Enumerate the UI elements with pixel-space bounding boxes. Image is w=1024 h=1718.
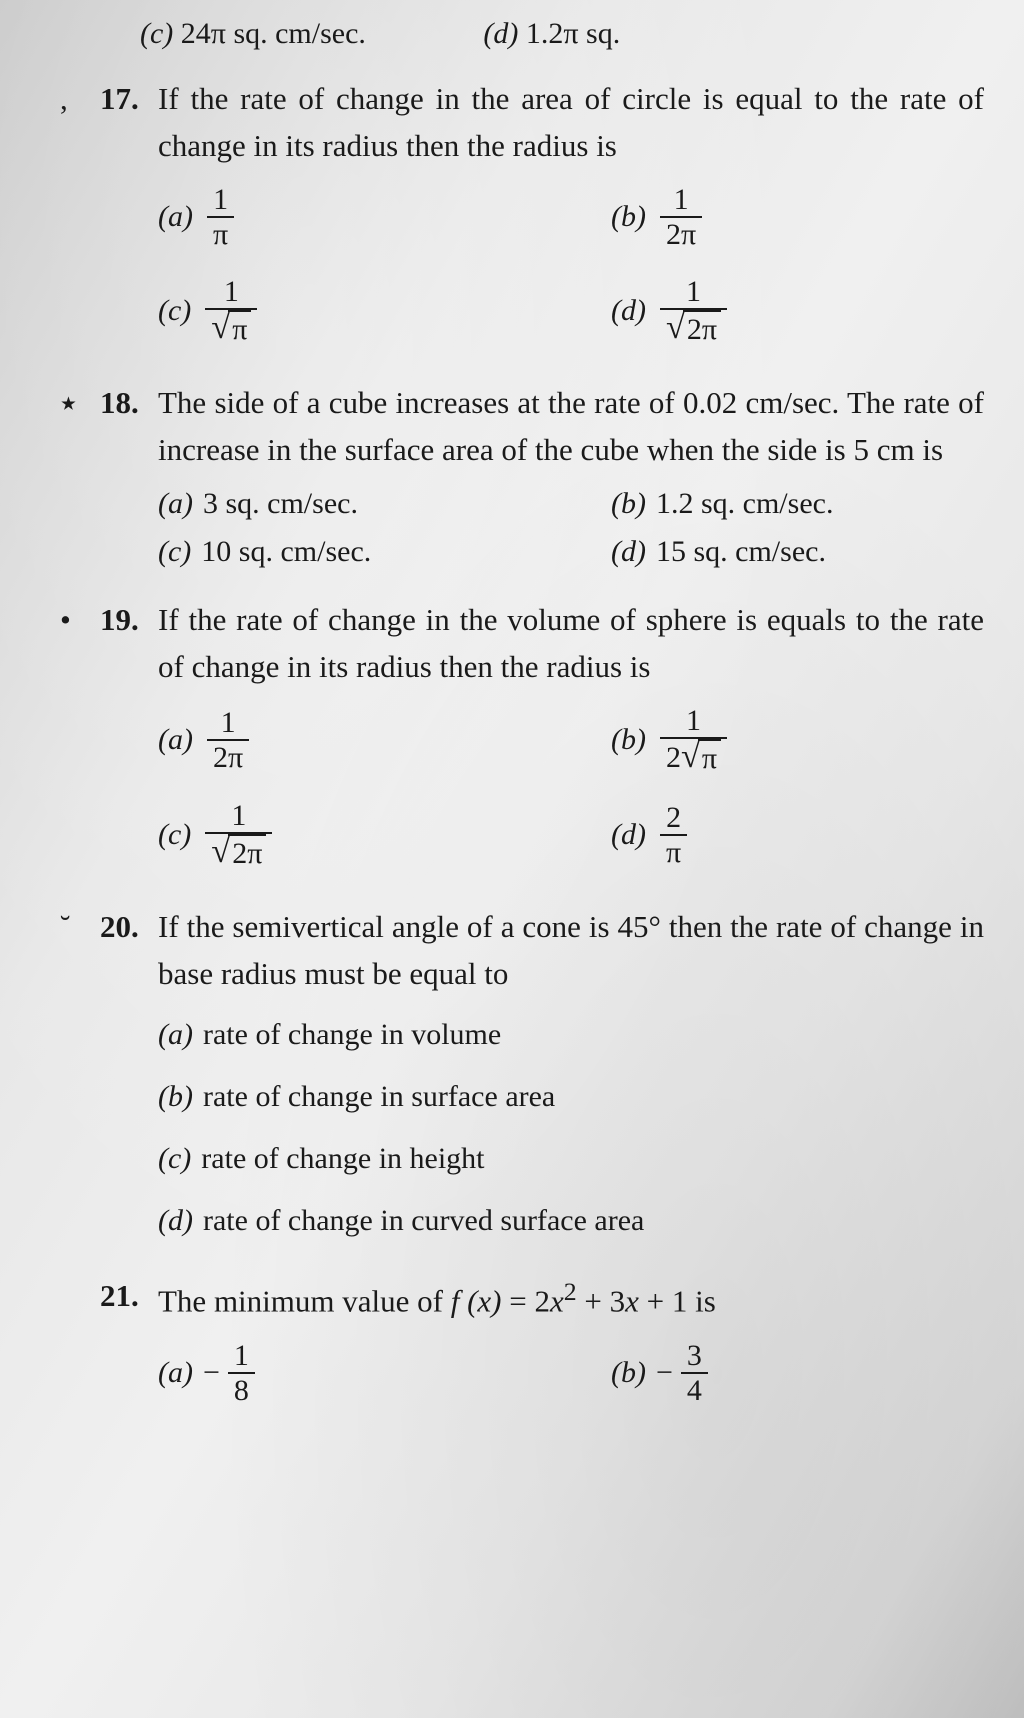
q20-opt-a: (a) rate of change in volume [158, 1011, 984, 1059]
fraction-icon: 1 2π [660, 183, 702, 251]
q18-number: 18. [100, 380, 158, 427]
q18-options: (a) 3 sq. cm/sec. (b) 1.2 sq. cm/sec. (c… [158, 487, 984, 569]
q21-options: (a) − 1 8 (b) − 3 4 [158, 1339, 984, 1407]
q17-opt-a: (a) 1 π [158, 183, 551, 251]
q20-opt-c: (c) rate of change in height [158, 1135, 984, 1183]
q19-opt-d: (d) 2 π [591, 799, 984, 870]
q21-number: 21. [100, 1273, 158, 1320]
q21-opt-b: (b) − 3 4 [591, 1339, 984, 1407]
q18-marker: ٭ [60, 380, 100, 427]
q18-opt-d: (d) 15 sq. cm/sec. [591, 535, 984, 569]
fraction-icon: 1 π [207, 183, 234, 251]
q19-opt-a: (a) 1 2π [158, 704, 551, 775]
q18-text: The side of a cube increases at the rate… [158, 380, 984, 473]
q19-opt-c: (c) 1 √ 2π [158, 799, 551, 870]
fraction-icon: 1 √ π [205, 275, 257, 346]
q19-opt-b: (b) 1 2√π [591, 704, 984, 775]
question-17: , 17. If the rate of change in the area … [60, 76, 984, 346]
prev-opt-d-text: 1.2π sq. [526, 17, 620, 50]
q18-opt-a: (a) 3 sq. cm/sec. [158, 487, 551, 521]
q19-text: If the rate of change in the volume of s… [158, 597, 984, 690]
prev-opt-c-label: (c) [140, 17, 173, 50]
q20-marker: ˘ [60, 904, 100, 951]
sqrt-icon: √ π [211, 310, 251, 346]
q17-opt-c: (c) 1 √ π [158, 275, 551, 346]
fraction-icon: 1 8 [228, 1339, 255, 1407]
q20-options: (a) rate of change in volume (b) rate of… [158, 1011, 984, 1245]
sqrt-icon: √ 2π [666, 310, 721, 346]
q19-options: (a) 1 2π (b) 1 2√π (c) 1 [158, 704, 984, 870]
fraction-icon: 2 π [660, 801, 687, 869]
fraction-icon: 1 2√π [660, 704, 727, 775]
question-21: 21. The minimum value of f (x) = 2x2 + 3… [60, 1273, 984, 1407]
q17-opt-b: (b) 1 2π [591, 183, 984, 251]
prev-opt-d-label: (d) [483, 17, 518, 50]
fraction-icon: 1 2π [207, 706, 249, 774]
q20-text: If the semivertical angle of a cone is 4… [158, 904, 984, 997]
q20-number: 20. [100, 904, 158, 951]
partial-previous-options: (c) 24π sq. cm/sec. (d) 1.2π sq. [60, 10, 984, 58]
q17-marker: , [60, 76, 100, 123]
question-19: • 19. If the rate of change in the volum… [60, 597, 984, 870]
q17-number: 17. [100, 76, 158, 123]
q17-text: If the rate of change in the area of cir… [158, 76, 984, 169]
question-18: ٭ 18. The side of a cube increases at th… [60, 380, 984, 569]
q21-text: The minimum value of f (x) = 2x2 + 3x + … [158, 1273, 984, 1325]
prev-opt-c-text: 24π sq. cm/sec. [181, 17, 366, 50]
fraction-icon: 1 √ 2π [205, 799, 272, 870]
q19-number: 19. [100, 597, 158, 644]
q20-opt-d: (d) rate of change in curved surface are… [158, 1197, 984, 1245]
fraction-icon: 3 4 [681, 1339, 708, 1407]
fraction-icon: 1 √ 2π [660, 275, 727, 346]
q21-opt-a: (a) − 1 8 [158, 1339, 551, 1407]
q17-opt-d: (d) 1 √ 2π [591, 275, 984, 346]
sqrt-icon: √π [681, 739, 721, 775]
q19-marker: • [60, 597, 100, 644]
q17-options: (a) 1 π (b) 1 2π (c) 1 [158, 183, 984, 346]
question-20: ˘ 20. If the semivertical angle of a con… [60, 904, 984, 1245]
q18-opt-c: (c) 10 sq. cm/sec. [158, 535, 551, 569]
q20-opt-b: (b) rate of change in surface area [158, 1073, 984, 1121]
sqrt-icon: √ 2π [211, 834, 266, 870]
q18-opt-b: (b) 1.2 sq. cm/sec. [591, 487, 984, 521]
